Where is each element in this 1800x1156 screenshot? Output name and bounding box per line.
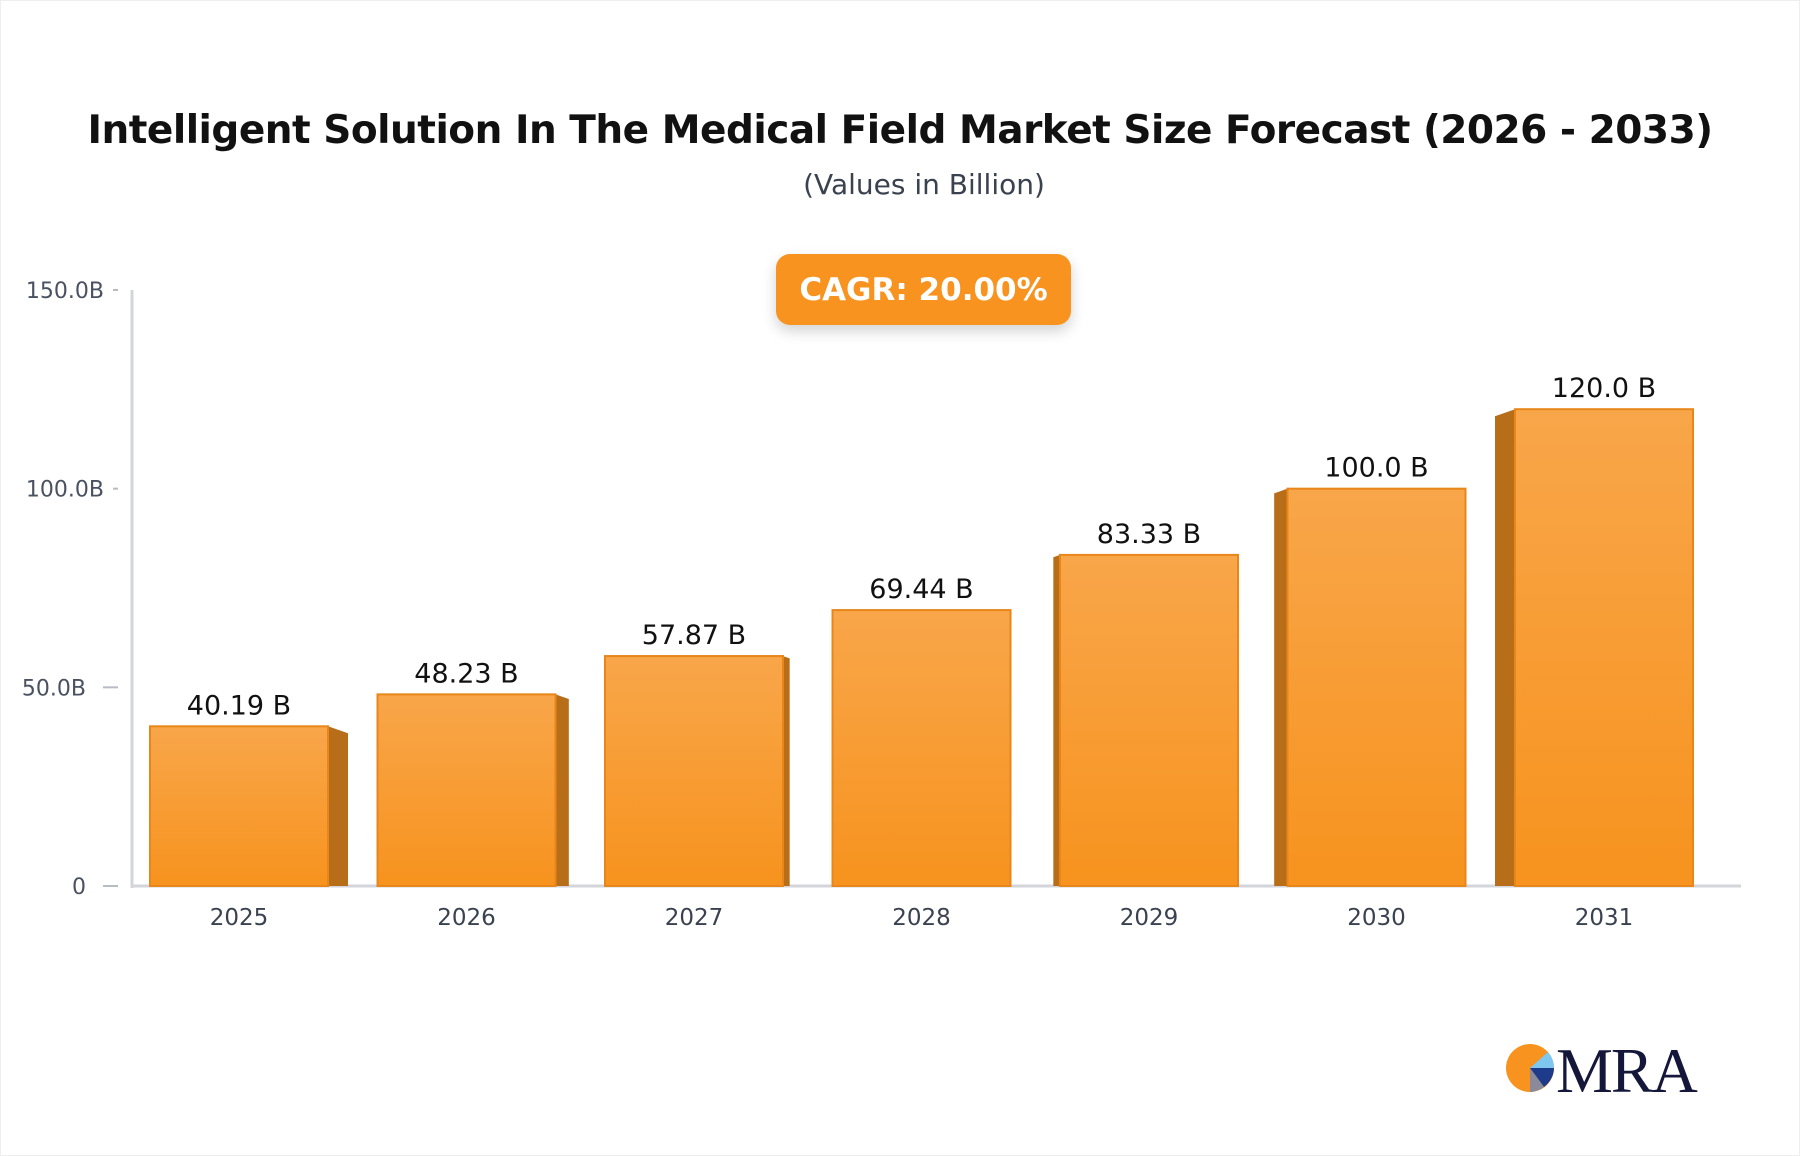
x-tick-label: 2031 xyxy=(1575,905,1634,931)
x-tick-label: 2029 xyxy=(1120,905,1179,931)
data-label: 48.23 B xyxy=(414,658,518,689)
x-tick-label: 2027 xyxy=(665,905,724,931)
chart-title: Intelligent Solution In The Medical Fiel… xyxy=(87,108,1713,153)
bar-side xyxy=(555,694,569,886)
y-tick-label: 100.0B xyxy=(26,478,104,503)
y-tick-label: 50.0B xyxy=(22,676,86,701)
logo-text: MRA xyxy=(1556,1035,1698,1106)
cagr-badge: CAGR: 20.00% xyxy=(776,254,1071,325)
bar-2031 xyxy=(1514,408,1694,887)
y-tick-label: 150.0B xyxy=(26,279,104,304)
bar-side xyxy=(328,726,348,886)
chart-subtitle: (Values in Billion) xyxy=(803,168,1045,201)
x-tick-label: 2025 xyxy=(210,905,269,931)
pie-logo-icon xyxy=(1506,1044,1555,1092)
mra-logo: MRA xyxy=(1504,1035,1698,1106)
bar-side xyxy=(783,656,790,886)
bar-side xyxy=(1495,409,1515,886)
bar-2025 xyxy=(149,725,329,887)
x-tick-label: 2028 xyxy=(892,905,951,931)
data-label: 69.44 B xyxy=(869,574,973,605)
y-tick-label: 0 xyxy=(72,875,86,900)
bar-2029 xyxy=(1059,553,1239,888)
data-label: 57.87 B xyxy=(642,620,746,651)
x-tick-label: 2026 xyxy=(437,905,496,931)
bar-side xyxy=(1053,554,1060,886)
bar-2030 xyxy=(1286,487,1467,887)
bar-side xyxy=(1274,488,1288,886)
data-label: 100.0 B xyxy=(1324,453,1428,484)
bar-2027 xyxy=(604,655,784,887)
x-tick-label: 2030 xyxy=(1347,905,1406,931)
bar-2028 xyxy=(831,609,1012,887)
data-label: 40.19 B xyxy=(187,690,291,721)
data-label: 120.0 B xyxy=(1552,373,1656,404)
bar-2026 xyxy=(376,693,557,888)
data-label: 83.33 B xyxy=(1097,519,1201,550)
